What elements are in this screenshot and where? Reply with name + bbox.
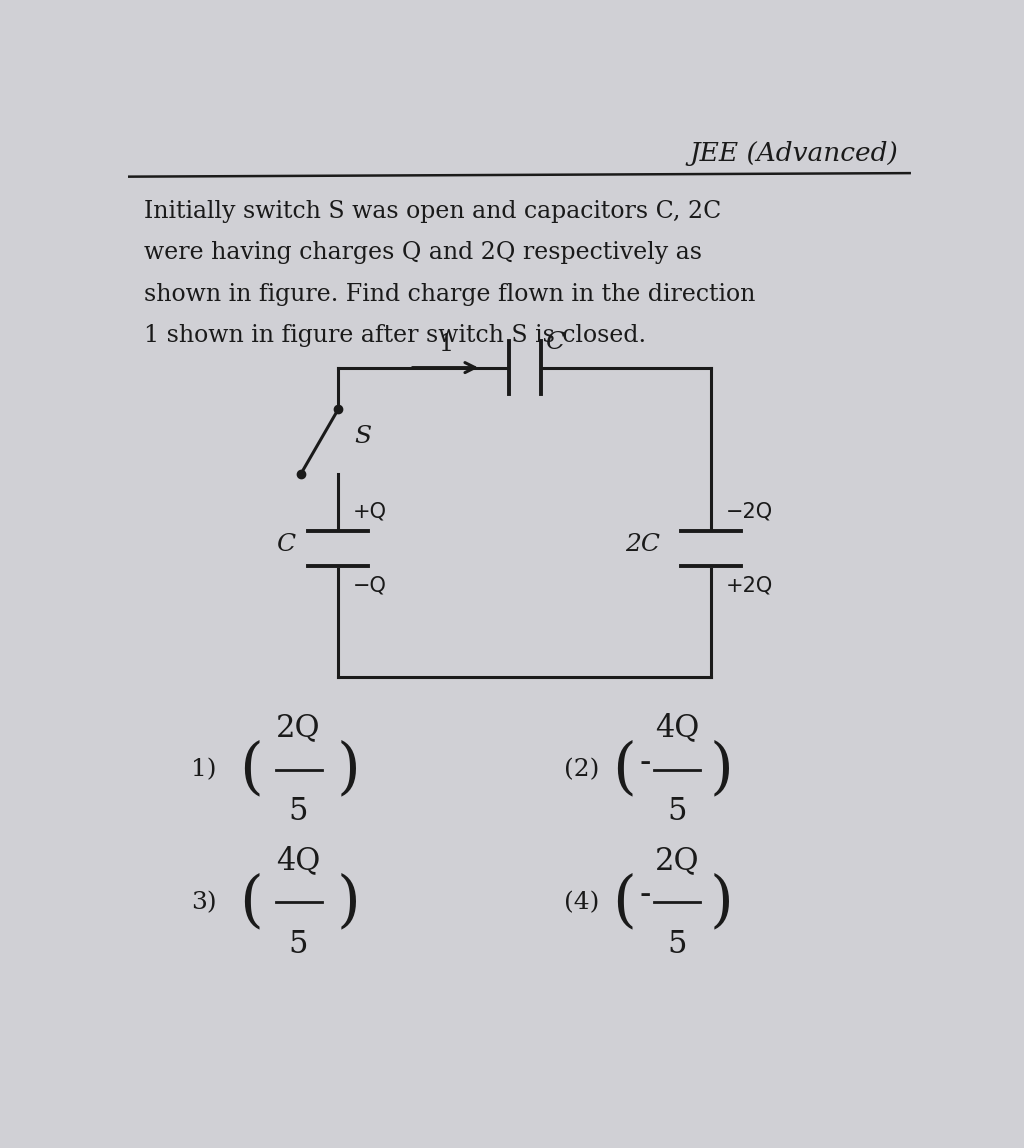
Text: JEE (Advanced): JEE (Advanced)	[689, 141, 898, 166]
Text: +2Q: +2Q	[726, 576, 773, 596]
Text: (4): (4)	[564, 891, 600, 914]
Text: 5: 5	[668, 929, 687, 960]
Text: 5: 5	[289, 929, 308, 960]
Text: 5: 5	[289, 797, 308, 828]
Text: (: (	[612, 872, 636, 932]
Text: 5: 5	[668, 797, 687, 828]
Text: ): )	[710, 739, 733, 800]
Text: shown in figure. Find charge flown in the direction: shown in figure. Find charge flown in th…	[143, 282, 756, 305]
Text: 1 shown in figure after switch S is closed.: 1 shown in figure after switch S is clos…	[143, 324, 646, 348]
Text: 3): 3)	[191, 891, 217, 914]
Text: (2): (2)	[564, 759, 600, 782]
Text: (: (	[239, 739, 263, 800]
Text: 1: 1	[438, 333, 453, 356]
Text: (: (	[612, 739, 636, 800]
Text: +Q: +Q	[352, 502, 387, 521]
Text: −Q: −Q	[352, 576, 386, 596]
Text: 4Q: 4Q	[655, 712, 699, 743]
Text: ): )	[710, 872, 733, 932]
Text: were having charges Q and 2Q respectively as: were having charges Q and 2Q respectivel…	[143, 241, 701, 264]
Text: C: C	[275, 533, 295, 556]
Text: 1): 1)	[191, 759, 217, 782]
Text: 2Q: 2Q	[276, 712, 321, 743]
Text: −2Q: −2Q	[726, 502, 773, 521]
Text: C: C	[545, 332, 564, 355]
Text: -: -	[640, 746, 651, 778]
Text: ): )	[337, 872, 360, 932]
Text: Initially switch S was open and capacitors C, 2C: Initially switch S was open and capacito…	[143, 200, 721, 223]
Text: (: (	[239, 872, 263, 932]
Text: S: S	[354, 425, 372, 448]
Text: 2Q: 2Q	[655, 845, 699, 876]
Text: 4Q: 4Q	[276, 845, 321, 876]
Text: 2C: 2C	[625, 533, 659, 556]
Text: ): )	[337, 739, 360, 800]
Text: -: -	[640, 879, 651, 912]
